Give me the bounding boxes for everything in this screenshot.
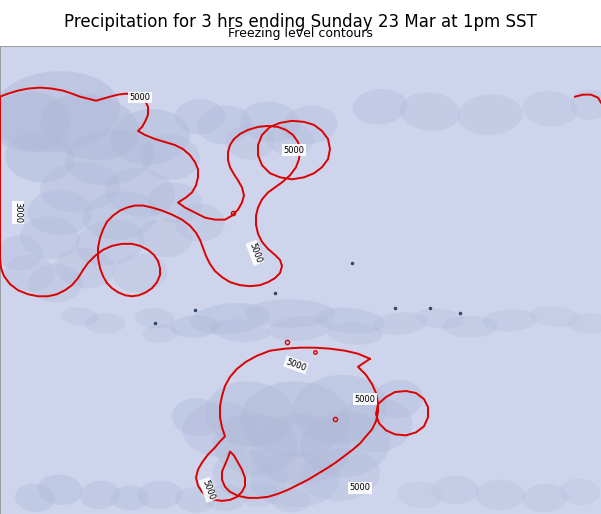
Ellipse shape [457, 95, 522, 135]
Ellipse shape [198, 106, 252, 144]
Ellipse shape [442, 316, 498, 338]
Ellipse shape [415, 308, 465, 329]
Ellipse shape [148, 182, 203, 223]
Text: 5000: 5000 [355, 395, 376, 403]
Ellipse shape [75, 220, 145, 266]
Ellipse shape [138, 218, 192, 257]
Ellipse shape [15, 484, 55, 512]
Ellipse shape [140, 134, 200, 180]
Ellipse shape [135, 308, 175, 328]
Ellipse shape [300, 448, 380, 501]
Ellipse shape [373, 312, 427, 335]
Ellipse shape [28, 264, 82, 302]
Ellipse shape [5, 255, 55, 291]
Ellipse shape [138, 481, 183, 509]
Ellipse shape [170, 316, 220, 338]
Ellipse shape [530, 306, 580, 327]
Ellipse shape [431, 475, 479, 504]
Ellipse shape [240, 381, 350, 457]
Ellipse shape [475, 480, 525, 510]
Ellipse shape [225, 124, 275, 160]
Ellipse shape [142, 324, 177, 343]
Ellipse shape [338, 397, 412, 452]
Ellipse shape [85, 314, 125, 334]
Ellipse shape [175, 204, 225, 242]
Ellipse shape [210, 319, 270, 342]
Ellipse shape [5, 132, 75, 182]
Text: 3000: 3000 [13, 202, 22, 223]
Ellipse shape [0, 235, 43, 270]
Ellipse shape [250, 414, 350, 485]
Ellipse shape [205, 381, 295, 447]
Ellipse shape [66, 129, 154, 186]
Text: 5000: 5000 [129, 93, 150, 102]
Text: 5000: 5000 [350, 483, 370, 492]
Ellipse shape [111, 485, 149, 510]
Text: 5000: 5000 [284, 145, 305, 155]
Ellipse shape [353, 89, 407, 124]
Ellipse shape [397, 482, 442, 508]
Ellipse shape [315, 307, 385, 334]
Ellipse shape [213, 413, 297, 476]
Text: 5000: 5000 [200, 479, 216, 501]
Ellipse shape [400, 93, 460, 131]
Ellipse shape [570, 89, 601, 120]
Text: Freezing level contours: Freezing level contours [228, 27, 373, 40]
Ellipse shape [61, 307, 99, 325]
Ellipse shape [213, 449, 287, 500]
Ellipse shape [37, 474, 82, 505]
Ellipse shape [190, 303, 270, 334]
Ellipse shape [172, 398, 222, 436]
Ellipse shape [522, 484, 567, 512]
Ellipse shape [20, 216, 80, 259]
Ellipse shape [373, 380, 423, 418]
Ellipse shape [560, 479, 600, 505]
Ellipse shape [240, 102, 300, 142]
Ellipse shape [483, 309, 537, 332]
Ellipse shape [0, 91, 70, 152]
Ellipse shape [105, 168, 175, 217]
Ellipse shape [40, 94, 139, 160]
Ellipse shape [175, 99, 225, 135]
Ellipse shape [266, 122, 314, 156]
Ellipse shape [0, 71, 120, 152]
Ellipse shape [82, 191, 157, 240]
Ellipse shape [110, 109, 190, 165]
Ellipse shape [567, 314, 601, 334]
Ellipse shape [522, 91, 578, 126]
Text: 5000: 5000 [285, 357, 307, 373]
Ellipse shape [267, 316, 332, 341]
Ellipse shape [250, 452, 340, 507]
Ellipse shape [204, 485, 246, 511]
Ellipse shape [80, 481, 120, 509]
Ellipse shape [245, 299, 335, 327]
Text: Precipitation for 3 hrs ending Sunday 23 Mar at 1pm SST: Precipitation for 3 hrs ending Sunday 23… [64, 13, 537, 31]
Ellipse shape [328, 322, 382, 345]
Ellipse shape [282, 106, 337, 144]
Ellipse shape [293, 375, 388, 444]
Ellipse shape [183, 401, 257, 457]
Text: 5000: 5000 [247, 242, 263, 264]
Ellipse shape [112, 254, 168, 292]
Ellipse shape [300, 412, 390, 478]
Ellipse shape [241, 483, 279, 507]
Ellipse shape [40, 162, 120, 213]
Ellipse shape [270, 487, 310, 512]
Ellipse shape [55, 248, 115, 288]
Ellipse shape [28, 190, 93, 235]
Ellipse shape [175, 487, 215, 512]
